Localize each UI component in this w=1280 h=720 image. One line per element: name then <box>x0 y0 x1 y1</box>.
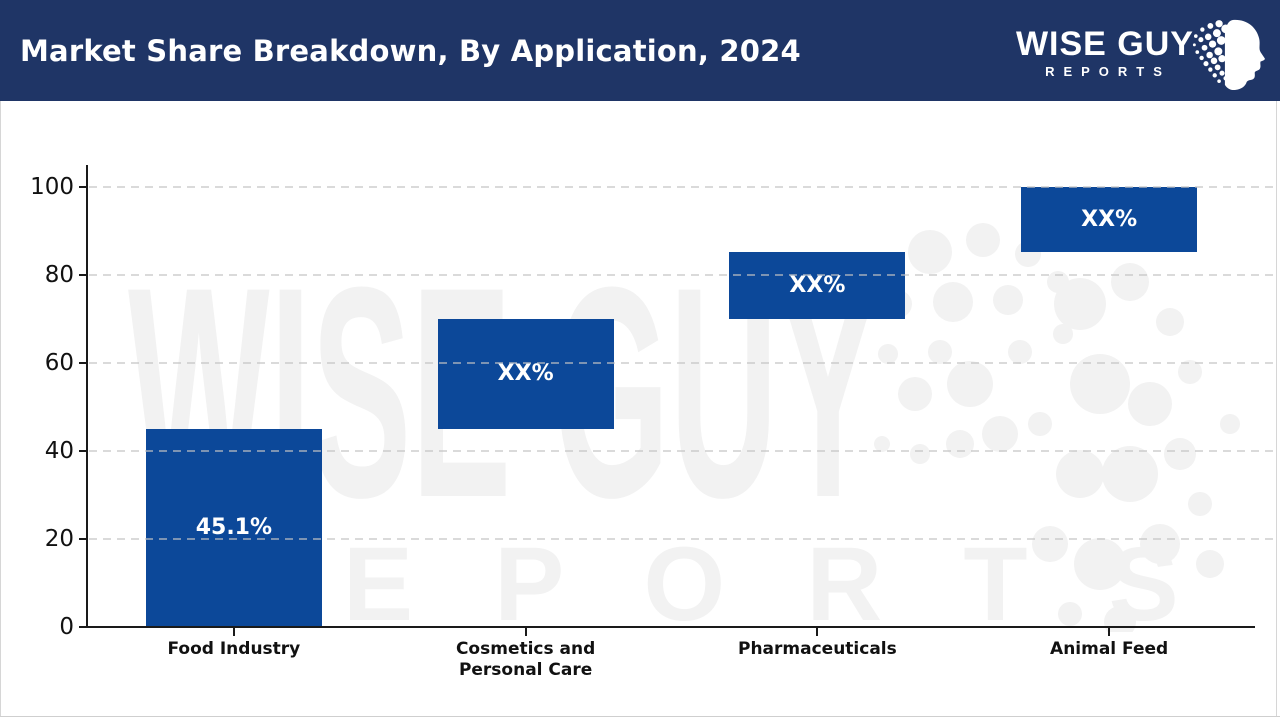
watermark-subtext: R E P O R T S <box>186 526 1205 643</box>
y-axis-tick-label: 40 <box>44 438 74 464</box>
y-axis-tick <box>79 274 87 276</box>
bar-segment <box>1021 187 1198 253</box>
logo-face-icon <box>1192 19 1265 91</box>
x-axis-tick <box>232 628 235 636</box>
x-axis-category-label: Pharmaceuticals <box>737 639 897 659</box>
y-axis-tick <box>79 450 87 452</box>
bar-value-label: 45.1% <box>195 514 273 540</box>
x-axis-tick <box>524 628 527 636</box>
y-axis-tick-label: 0 <box>59 614 74 640</box>
y-axis-tick-label: 80 <box>44 262 74 288</box>
x-axis-category-label: Animal Feed <box>1050 639 1169 659</box>
x-axis-category-label: Cosmetics and Personal Care <box>455 639 596 680</box>
chart-title: Market Share Breakdown, By Application, … <box>20 34 801 68</box>
y-axis-line <box>86 165 88 627</box>
logo-subtext: REPORTS <box>1045 64 1171 79</box>
logo-wordmark: WISE GUY <box>1015 25 1194 63</box>
x-axis-category-label: Food Industry <box>167 639 301 659</box>
y-axis-tick-label: 60 <box>44 350 74 376</box>
y-axis-tick <box>79 538 87 540</box>
gridline <box>89 362 1277 364</box>
x-axis-line <box>86 626 1255 628</box>
x-axis-tick <box>816 628 819 636</box>
frame-border-right <box>1276 101 1277 717</box>
y-axis-tick-label: 100 <box>30 174 74 200</box>
y-axis-tick-label: 20 <box>44 526 74 552</box>
frame-border-left <box>0 101 1 717</box>
brand-logo: WISE GUY REPORTS <box>1004 8 1272 94</box>
x-axis-tick <box>1108 628 1111 636</box>
frame-border-bottom <box>0 716 1280 717</box>
bar-value-label: XX% <box>497 360 554 386</box>
y-axis-tick <box>79 626 87 628</box>
bar-value-label: XX% <box>789 272 846 298</box>
gridline <box>89 274 1277 276</box>
bar-segment <box>437 319 614 429</box>
gridline <box>89 450 1277 452</box>
gridline <box>89 186 1277 188</box>
y-axis-tick <box>79 186 87 188</box>
bar-segment <box>145 428 322 627</box>
bar-value-label: XX% <box>1081 206 1138 232</box>
y-axis-tick <box>79 362 87 364</box>
header-bar: Market Share Breakdown, By Application, … <box>0 0 1280 101</box>
brand-logo-text: WISE GUY REPORTS <box>1016 26 1194 79</box>
gridline <box>89 538 1277 540</box>
bar-segment <box>729 252 906 319</box>
